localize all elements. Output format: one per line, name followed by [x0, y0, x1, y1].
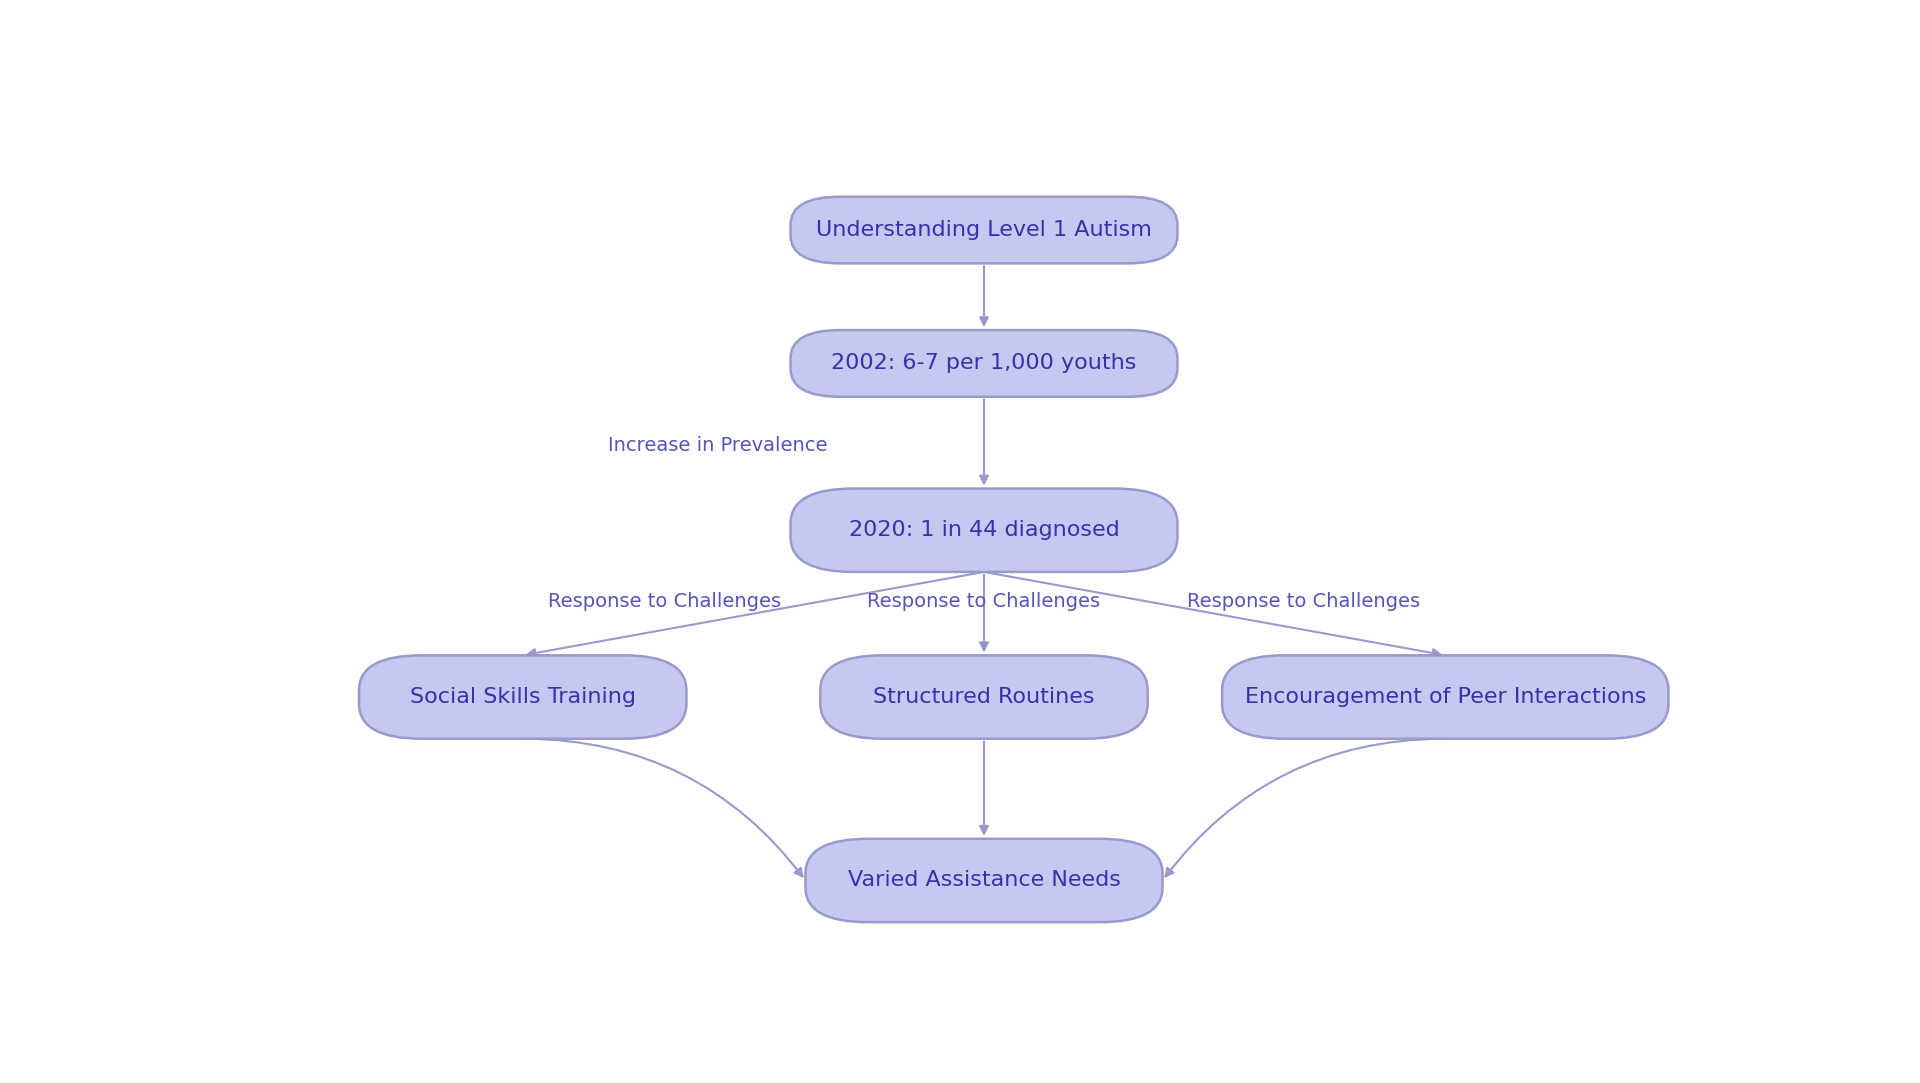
Text: 2020: 1 in 44 diagnosed: 2020: 1 in 44 diagnosed: [849, 520, 1119, 540]
Text: Structured Routines: Structured Routines: [874, 687, 1094, 707]
Text: Encouragement of Peer Interactions: Encouragement of Peer Interactions: [1244, 687, 1645, 707]
FancyBboxPatch shape: [791, 330, 1177, 396]
FancyBboxPatch shape: [791, 197, 1177, 263]
FancyArrowPatch shape: [526, 739, 803, 876]
Text: Response to Challenges: Response to Challenges: [547, 591, 781, 611]
Text: 2002: 6-7 per 1,000 youths: 2002: 6-7 per 1,000 youths: [831, 353, 1137, 374]
FancyArrowPatch shape: [979, 400, 989, 483]
FancyBboxPatch shape: [1221, 655, 1668, 739]
FancyBboxPatch shape: [359, 655, 687, 739]
FancyBboxPatch shape: [791, 488, 1177, 572]
FancyArrowPatch shape: [979, 742, 989, 834]
FancyArrowPatch shape: [1165, 739, 1442, 876]
FancyBboxPatch shape: [820, 655, 1148, 739]
Text: Increase in Prevalence: Increase in Prevalence: [609, 435, 828, 455]
Text: Response to Challenges: Response to Challenges: [1187, 591, 1421, 611]
Text: Varied Assistance Needs: Varied Assistance Needs: [847, 871, 1121, 890]
FancyArrowPatch shape: [987, 573, 1440, 657]
FancyArrowPatch shape: [979, 575, 989, 650]
FancyArrowPatch shape: [528, 573, 981, 657]
Text: Social Skills Training: Social Skills Training: [409, 687, 636, 707]
Text: Understanding Level 1 Autism: Understanding Level 1 Autism: [816, 220, 1152, 240]
FancyBboxPatch shape: [806, 839, 1162, 923]
Text: Response to Challenges: Response to Challenges: [868, 591, 1100, 611]
FancyArrowPatch shape: [979, 266, 989, 325]
